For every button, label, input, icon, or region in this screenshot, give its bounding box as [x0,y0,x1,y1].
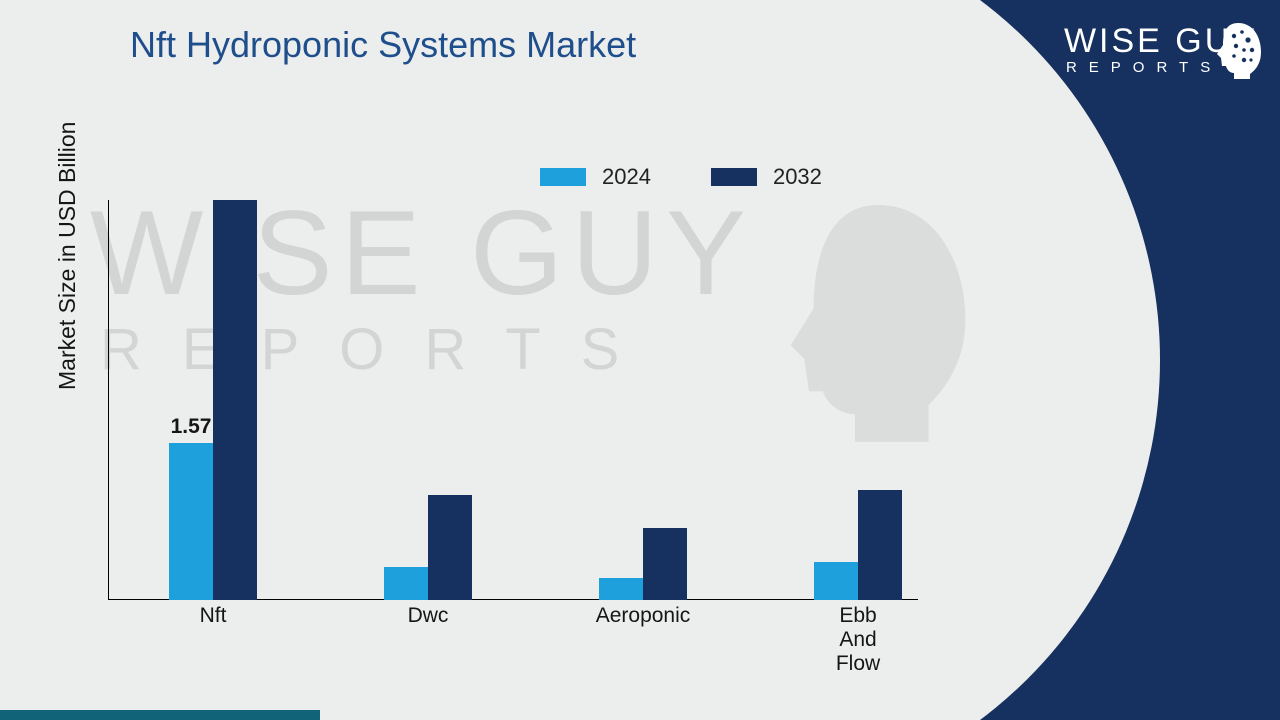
x-category-label: Dwc [358,604,498,628]
bar-2032 [213,200,257,600]
x-category-label: Aeroponic [573,604,713,628]
bar-2024 [814,562,858,600]
bar-2024 [384,567,428,600]
bar-2032 [643,528,687,600]
chart: NftDwcAeroponicEbbAndFlow 1.57 [108,200,918,600]
legend-swatch-2032 [711,168,757,186]
bottom-stripe [0,710,320,720]
bar-2024 [169,443,213,600]
legend: 2024 2032 [540,164,822,190]
bar-2024 [599,578,643,600]
legend-item-2032: 2032 [711,164,822,190]
bar-value-label: 1.57 [171,415,212,439]
legend-swatch-2024 [540,168,586,186]
plot-svg [108,200,918,600]
logo-line1: WISE GUY [1064,24,1258,58]
legend-label-2024: 2024 [602,164,651,190]
logo-line2: REPORTS [1064,60,1258,75]
legend-label-2032: 2032 [773,164,822,190]
x-category-label: Nft [143,604,283,628]
chart-title: Nft Hydroponic Systems Market [130,24,636,66]
y-axis-label: Market Size in USD Billion [54,122,81,390]
bar-2032 [428,495,472,600]
x-category-label: EbbAndFlow [788,604,928,676]
legend-item-2024: 2024 [540,164,651,190]
brand-logo: WISE GUY REPORTS [1064,24,1258,75]
bars-group [169,200,902,600]
canvas: WISE GUY REPORTS Nft Hydroponic Systems … [0,0,1280,720]
right-panel [960,0,1280,720]
bar-2032 [858,490,902,600]
